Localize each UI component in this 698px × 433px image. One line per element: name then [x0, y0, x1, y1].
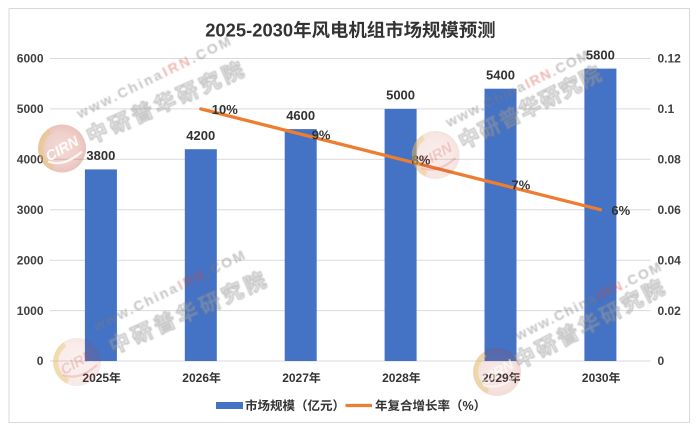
svg-text:0.12: 0.12 [658, 52, 682, 66]
svg-text:6%: 6% [611, 203, 630, 218]
svg-text:7%: 7% [512, 178, 531, 193]
svg-text:5400: 5400 [486, 68, 515, 83]
svg-text:1000: 1000 [17, 304, 44, 318]
svg-text:0.04: 0.04 [658, 253, 682, 267]
svg-text:6000: 6000 [17, 52, 44, 66]
svg-text:2030: 2030 [582, 371, 609, 385]
svg-text:2028: 2028 [382, 371, 409, 385]
svg-text:2000: 2000 [17, 253, 44, 267]
svg-text:5000: 5000 [386, 88, 415, 103]
svg-text:3000: 3000 [17, 203, 44, 217]
svg-text:%: % [463, 399, 474, 413]
svg-text:2026: 2026 [182, 371, 209, 385]
svg-text:0.08: 0.08 [658, 153, 682, 167]
svg-text:2025-2030: 2025-2030 [205, 20, 293, 41]
svg-text:0.06: 0.06 [658, 203, 682, 217]
svg-text:5000: 5000 [17, 102, 44, 116]
svg-text:10%: 10% [212, 102, 238, 117]
svg-text:0.1: 0.1 [658, 102, 675, 116]
svg-text:2027: 2027 [282, 371, 309, 385]
svg-text:4000: 4000 [17, 153, 44, 167]
svg-text:5800: 5800 [586, 47, 615, 62]
svg-text:9%: 9% [312, 127, 331, 142]
svg-text:4200: 4200 [186, 128, 215, 143]
svg-text:0: 0 [37, 354, 44, 368]
svg-text:0.02: 0.02 [658, 304, 682, 318]
svg-text:4600: 4600 [286, 108, 315, 123]
svg-text:3800: 3800 [86, 148, 115, 163]
svg-text:0: 0 [658, 354, 665, 368]
